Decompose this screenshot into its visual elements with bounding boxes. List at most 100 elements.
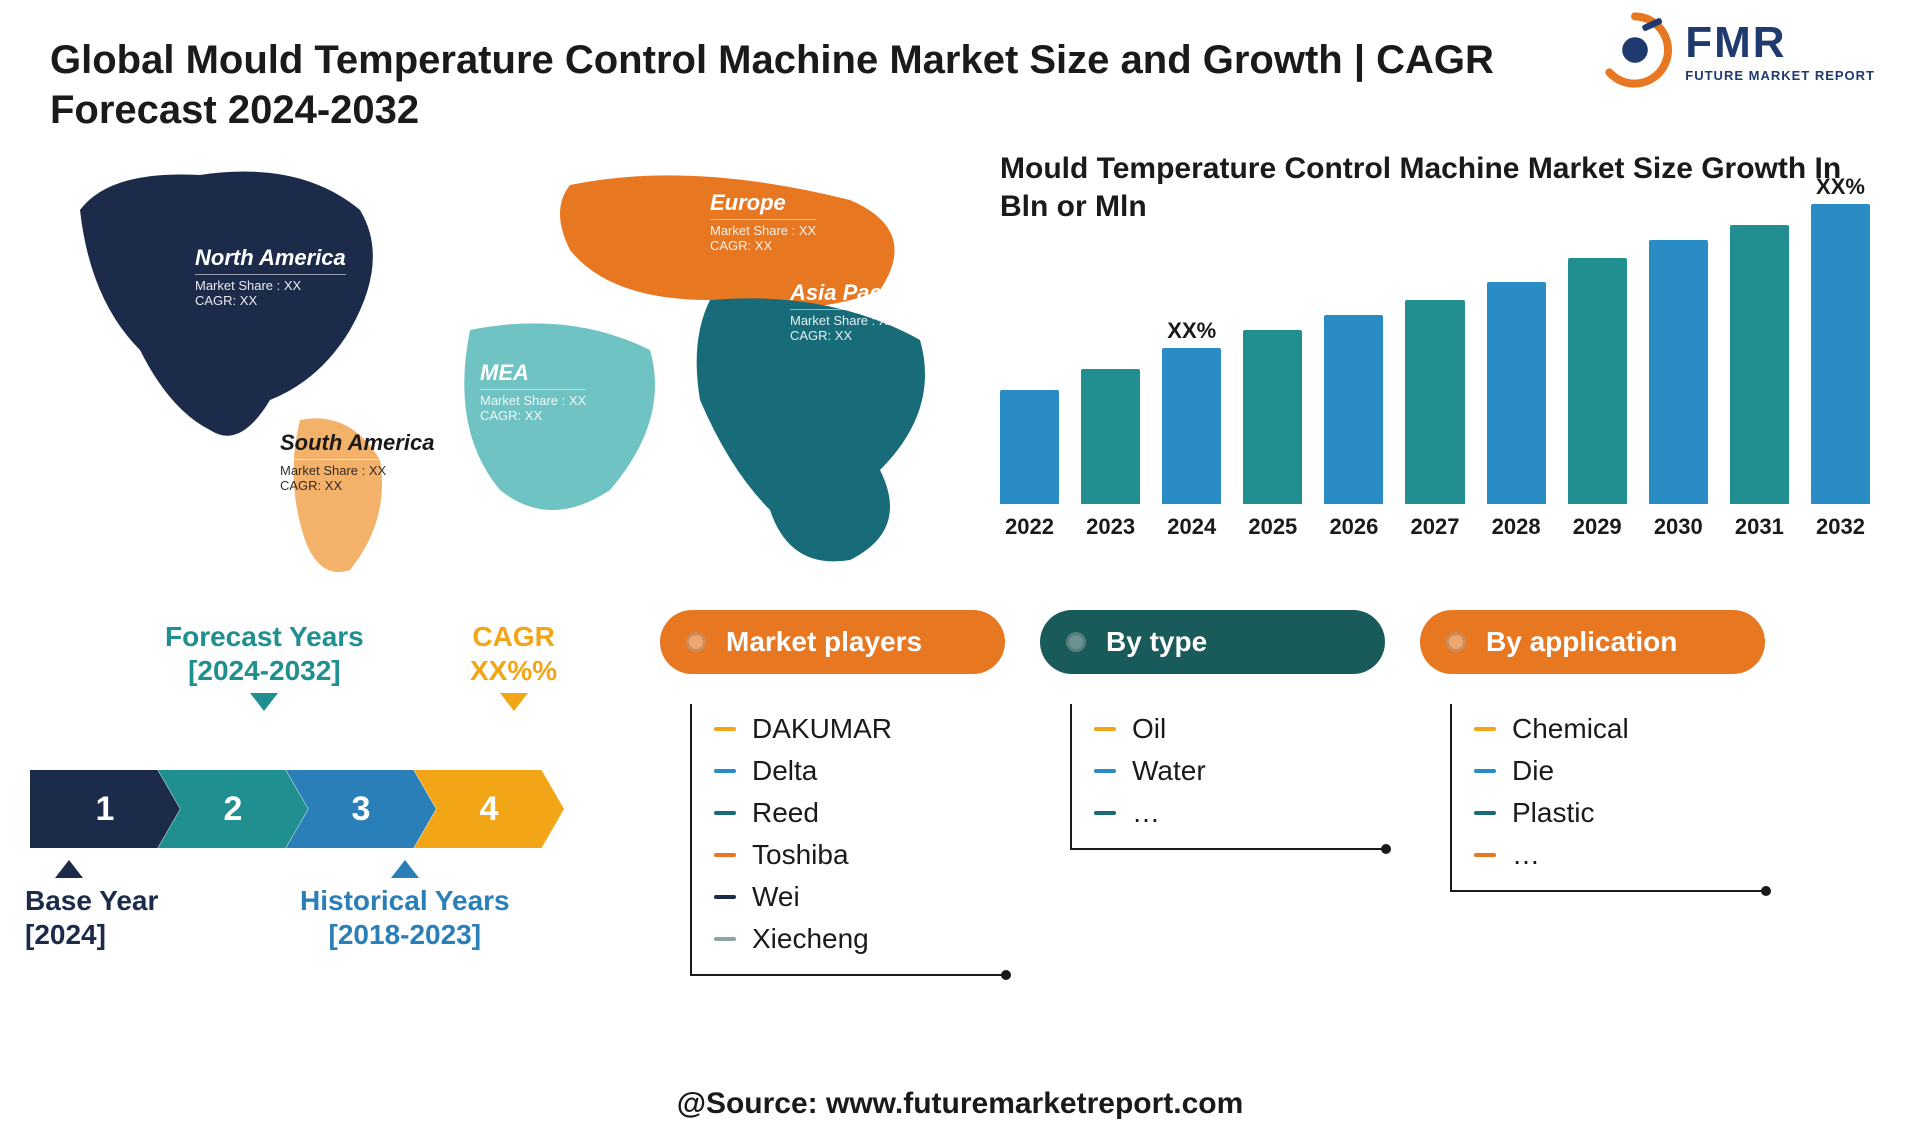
bar-2029: 2029 <box>1568 258 1627 540</box>
list-item-label: Oil <box>1132 713 1166 745</box>
bullet-icon <box>714 937 736 941</box>
list-item: Water <box>1094 750 1385 792</box>
bar-2030: 2030 <box>1649 240 1708 540</box>
list-item: Reed <box>714 792 1005 834</box>
list-item: Chemical <box>1474 708 1765 750</box>
timeline-step-1: 1 <box>30 770 180 848</box>
list-item: … <box>1474 834 1765 876</box>
base-year-label: Base Year [2024] <box>25 860 158 951</box>
list-item: Delta <box>714 750 1005 792</box>
bar-rect <box>1081 369 1140 504</box>
section-title: By type <box>1106 626 1207 658</box>
growth-bar-chart: Mould Temperature Control Machine Market… <box>1000 150 1870 580</box>
timeline-step-4: 4 <box>414 770 564 848</box>
list-item-label: … <box>1132 797 1160 829</box>
world-map: North America Market Share : XX CAGR: XX… <box>50 150 950 580</box>
bar-year-label: 2031 <box>1735 514 1784 540</box>
bar-2027: 2027 <box>1405 300 1464 540</box>
forecast-years-label: Forecast Years [2024-2032] <box>165 620 364 711</box>
bar-year-label: 2027 <box>1411 514 1460 540</box>
section-title: Market players <box>726 626 922 658</box>
section-pill: By application <box>1420 610 1765 674</box>
fmr-logo-icon <box>1595 10 1675 90</box>
section-title: By application <box>1486 626 1677 658</box>
fmr-logo: FMR FUTURE MARKET REPORT <box>1595 10 1875 90</box>
bullet-icon <box>1474 727 1496 731</box>
list-item-label: Toshiba <box>752 839 849 871</box>
bar-year-label: 2024 <box>1167 514 1216 540</box>
bullet-icon <box>1094 811 1116 815</box>
list-item-label: Water <box>1132 755 1206 787</box>
logo-text-big: FMR <box>1685 18 1875 68</box>
list-item-label: Reed <box>752 797 819 829</box>
bullet-icon <box>714 811 736 815</box>
bar-year-label: 2030 <box>1654 514 1703 540</box>
bullet-icon <box>1474 811 1496 815</box>
years-timeline: Forecast Years [2024-2032] CAGR XX%% 123… <box>30 620 620 980</box>
region-label-north-america: North America Market Share : XX CAGR: XX <box>195 245 346 308</box>
timeline-step-3: 3 <box>286 770 436 848</box>
list-item-label: Wei <box>752 881 800 913</box>
bar-rect <box>1324 315 1383 504</box>
bar-year-label: 2029 <box>1573 514 1622 540</box>
region-label-mea: MEA Market Share : XX CAGR: XX <box>480 360 586 423</box>
list-item-label: DAKUMAR <box>752 713 892 745</box>
page-title: Global Mould Temperature Control Machine… <box>50 35 1550 135</box>
timeline-step-2: 2 <box>158 770 308 848</box>
bar-rect <box>1730 225 1789 504</box>
region-label-europe: Europe Market Share : XX CAGR: XX <box>710 190 816 253</box>
bar-year-label: 2028 <box>1492 514 1541 540</box>
list-item-label: Die <box>1512 755 1554 787</box>
list-item: Wei <box>714 876 1005 918</box>
logo-text-small: FUTURE MARKET REPORT <box>1685 68 1875 83</box>
bar-annotation: XX% <box>1167 318 1216 344</box>
bullet-icon <box>714 853 736 857</box>
section-pill: By type <box>1040 610 1385 674</box>
bar-2025: 2025 <box>1243 330 1302 540</box>
bar-rect <box>1243 330 1302 504</box>
region-label-asia-pacific: Asia Pacific Market Share : XX CAGR: XX <box>790 280 914 343</box>
list-item-label: Chemical <box>1512 713 1629 745</box>
list-item: Xiecheng <box>714 918 1005 960</box>
section-market-players: Market players DAKUMAR Delta Reed Toshib… <box>660 610 1005 976</box>
source-attribution: @Source: www.futuremarketreport.com <box>0 1087 1920 1121</box>
section-list: Oil Water … <box>1070 704 1385 850</box>
bullet-icon <box>714 727 736 731</box>
list-item: DAKUMAR <box>714 708 1005 750</box>
region-label-south-america: South America Market Share : XX CAGR: XX <box>280 430 434 493</box>
bar-rect <box>1568 258 1627 504</box>
bar-year-label: 2032 <box>1816 514 1865 540</box>
section-pill: Market players <box>660 610 1005 674</box>
pill-dot-icon <box>1066 632 1086 652</box>
bullet-icon <box>1474 853 1496 857</box>
pill-dot-icon <box>1446 632 1466 652</box>
bullet-icon <box>714 895 736 899</box>
bar-rect <box>1000 390 1059 504</box>
bar-rect <box>1405 300 1464 504</box>
list-item-label: Plastic <box>1512 797 1594 829</box>
list-item: Toshiba <box>714 834 1005 876</box>
list-item: … <box>1094 792 1385 834</box>
timeline-chevrons: 1234 <box>30 770 564 848</box>
bar-2028: 2028 <box>1487 282 1546 540</box>
chart-title: Mould Temperature Control Machine Market… <box>1000 150 1870 225</box>
bar-year-label: 2026 <box>1329 514 1378 540</box>
section-by-application: By application Chemical Die Plastic … <box>1420 610 1765 892</box>
bar-annotation: XX% <box>1816 174 1865 200</box>
list-item: Plastic <box>1474 792 1765 834</box>
bar-rect <box>1487 282 1546 504</box>
historical-years-label: Historical Years [2018-2023] <box>300 860 510 951</box>
bullet-icon <box>1094 727 1116 731</box>
bar-2023: 2023 <box>1081 369 1140 540</box>
pill-dot-icon <box>686 632 706 652</box>
bar-2031: 2031 <box>1730 225 1789 540</box>
list-item-label: Delta <box>752 755 817 787</box>
bar-rect <box>1649 240 1708 504</box>
bar-year-label: 2025 <box>1248 514 1297 540</box>
list-item-label: … <box>1512 839 1540 871</box>
list-item: Oil <box>1094 708 1385 750</box>
bar-2022: 2022 <box>1000 390 1059 540</box>
bullet-icon <box>714 769 736 773</box>
list-item: Die <box>1474 750 1765 792</box>
bullet-icon <box>1474 769 1496 773</box>
